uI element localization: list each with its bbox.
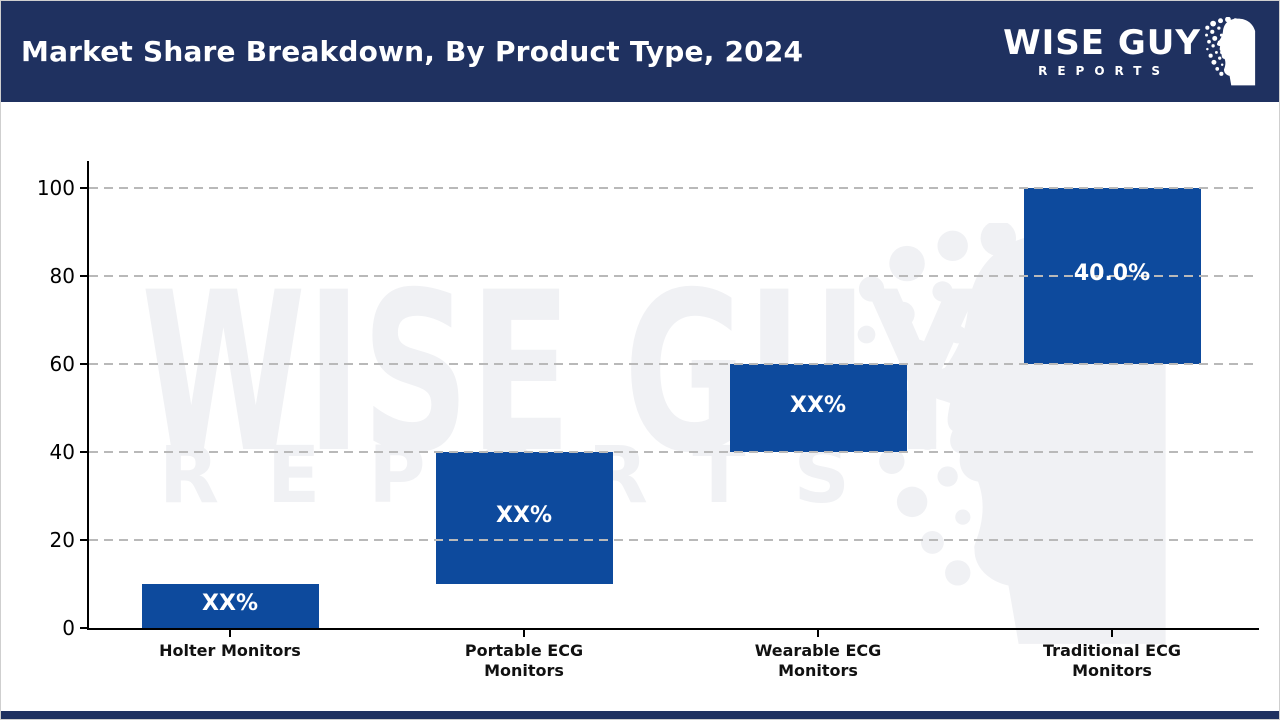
y-tick-label: 100	[36, 176, 75, 200]
bar-segment	[435, 452, 613, 584]
bar-segment	[729, 364, 907, 452]
y-tickmark	[80, 187, 87, 189]
wise-guy-logo: WISE GUY REPORTS	[1003, 16, 1257, 87]
gridline	[89, 451, 1257, 453]
y-tick-label: 20	[49, 528, 75, 552]
y-tick-label: 60	[49, 352, 75, 376]
x-tickmark	[523, 630, 525, 637]
x-tick-label: Wearable ECG Monitors	[754, 641, 882, 680]
logo-head-icon	[1205, 16, 1256, 85]
bar-segment	[141, 584, 319, 628]
y-tick-label: 80	[49, 264, 75, 288]
y-tickmark	[80, 275, 87, 277]
bar-value-label: XX%	[202, 591, 258, 616]
bar-value-label: XX%	[790, 393, 846, 418]
gridline	[89, 539, 1257, 541]
y-tick-label: 40	[49, 440, 75, 464]
x-axis-line	[87, 628, 1259, 630]
logo-name: WISE GUY	[1003, 23, 1201, 63]
y-tickmark	[80, 451, 87, 453]
x-tickmark	[229, 630, 231, 637]
page-title: Market Share Breakdown, By Product Type,…	[21, 35, 804, 68]
logo-tagline: REPORTS	[1038, 64, 1171, 78]
gridline	[89, 363, 1257, 365]
gridline	[89, 187, 1257, 189]
header-banner: Market Share Breakdown, By Product Type,…	[1, 1, 1279, 102]
x-tick-label: Traditional ECG Monitors	[1043, 641, 1181, 680]
y-tickmark	[80, 627, 87, 629]
gridline	[89, 275, 1257, 277]
logo-text: WISE GUY REPORTS	[1003, 26, 1201, 77]
y-tickmark	[80, 539, 87, 541]
y-axis-line	[87, 161, 89, 630]
y-tick-label: 0	[62, 616, 75, 640]
x-tickmark	[1111, 630, 1113, 637]
x-tick-label: Holter Monitors	[159, 641, 301, 660]
y-tickmark	[80, 363, 87, 365]
footer-band	[1, 711, 1279, 719]
x-tickmark	[817, 630, 819, 637]
bar-value-label: XX%	[496, 503, 552, 528]
x-tick-label: Portable ECG Monitors	[464, 641, 584, 680]
bar-value-label: 40.0%	[1073, 261, 1151, 286]
